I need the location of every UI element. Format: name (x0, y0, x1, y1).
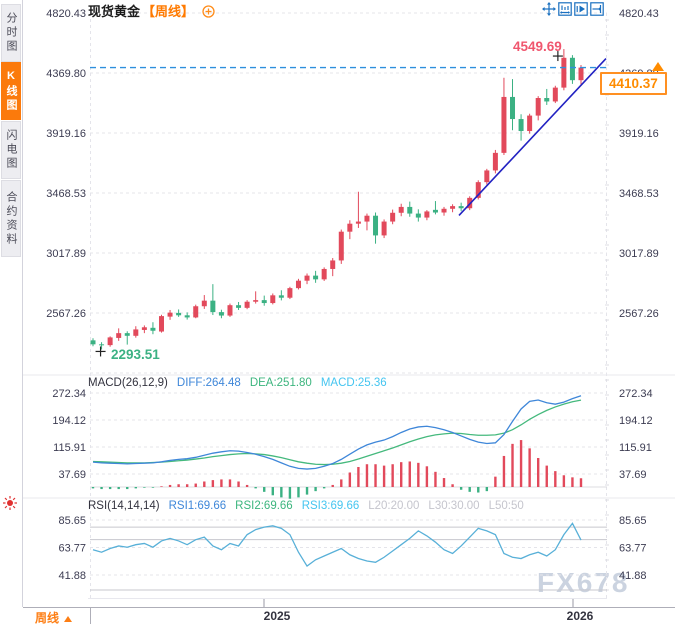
svg-text:3468.53: 3468.53 (46, 188, 86, 200)
chart-title: 现货黄金 【周线】 (88, 1, 215, 21)
chart-toolbar (542, 2, 604, 16)
rsi-line (92, 522, 582, 568)
x-axis-year-2025: 2025 (263, 609, 291, 623)
trendline (458, 58, 607, 216)
rsi-header: RSI(14,14,14) RSI1:69.66 RSI2:69.66 RSI3:69… (88, 500, 533, 512)
macd-pane (91, 395, 583, 499)
sidebar-tab-lightning-chart[interactable]: 闪电图 (1, 121, 21, 179)
rsi1-value: RSI1:69.66 (168, 500, 227, 512)
rsi-name: RSI(14,14,14) (88, 500, 160, 512)
svg-text:85.65: 85.65 (619, 515, 647, 527)
svg-text:272.34: 272.34 (52, 388, 86, 400)
x-axis-year-2026: 2026 (566, 609, 594, 623)
dea-line (92, 399, 582, 466)
svg-text:37.69: 37.69 (58, 469, 86, 481)
svg-text:3468.53: 3468.53 (619, 188, 659, 200)
price-up-arrow-icon (652, 62, 664, 71)
svg-text:4820.43: 4820.43 (46, 8, 86, 20)
macd-hist-value: MACD:25.36 (320, 377, 387, 389)
period-selector-label: 周线 (35, 611, 60, 624)
macd-header: MACD(26,12,9) DIFF:264.48 DEA:251.80 MACD:2… (88, 377, 396, 389)
grid-layer: 4820.434820.434369.804369.803919.163919.… (46, 8, 659, 598)
svg-text:2567.26: 2567.26 (619, 308, 659, 320)
rsi3-value: RSI3:69.66 (301, 500, 360, 512)
diff-line (92, 395, 582, 470)
pane-separators (23, 374, 675, 624)
rsi-l30-value: L30:30.00 (428, 500, 480, 512)
candles-layer (90, 49, 584, 350)
svg-text:85.65: 85.65 (58, 515, 86, 527)
svg-text:4820.43: 4820.43 (619, 8, 659, 20)
svg-text:3919.16: 3919.16 (619, 128, 659, 140)
overlay-layer (90, 51, 607, 357)
period-selector[interactable]: 周线 (35, 609, 73, 624)
period-tag[interactable]: 【周线】 (142, 4, 195, 19)
chevron-up-icon (64, 616, 73, 622)
sidebar-tab-kline-chart[interactable]: K线图 (1, 62, 21, 120)
live-alert-icon[interactable] (2, 495, 18, 516)
watermark: FX678 (537, 567, 630, 598)
svg-text:194.12: 194.12 (619, 415, 653, 427)
svg-text:3017.89: 3017.89 (619, 248, 659, 260)
svg-text:63.77: 63.77 (619, 543, 647, 555)
sidebar-tab-time-chart[interactable]: 分时图 (1, 4, 21, 62)
svg-text:115.91: 115.91 (619, 442, 652, 454)
svg-text:272.34: 272.34 (619, 388, 653, 400)
macd-dea-value: DEA:251.80 (249, 377, 312, 389)
sidebar: 分时图 K线图 闪电图 合约资料 (0, 0, 23, 607)
macd-name: MACD(26,12,9) (88, 377, 168, 389)
svg-text:194.12: 194.12 (52, 415, 86, 427)
add-indicator-icon[interactable] (202, 5, 215, 21)
svg-text:3919.16: 3919.16 (46, 128, 86, 140)
svg-text:115.91: 115.91 (53, 442, 86, 454)
svg-text:41.88: 41.88 (619, 570, 647, 582)
low-price-annotation: 2293.51 (111, 347, 160, 362)
symbol-name: 现货黄金 (88, 4, 141, 19)
rsi2-value: RSI2:69.66 (235, 500, 293, 512)
svg-text:3017.89: 3017.89 (46, 248, 86, 260)
svg-text:2567.26: 2567.26 (46, 308, 86, 320)
playback-tool-icon[interactable] (574, 2, 588, 16)
pan-tool-icon[interactable] (542, 2, 556, 16)
rsi-l20-value: L20:20.00 (368, 500, 420, 512)
svg-text:4369.80: 4369.80 (46, 68, 86, 80)
svg-text:37.69: 37.69 (619, 469, 647, 481)
last-price-tag: 4410.37 (600, 72, 667, 95)
sidebar-tab-contract-info[interactable]: 合约资料 (1, 180, 21, 257)
macd-diff-value: DIFF:264.48 (176, 377, 241, 389)
range-tool-icon[interactable] (558, 2, 572, 16)
rsi-pane (92, 522, 582, 568)
svg-text:63.77: 63.77 (58, 543, 86, 555)
exit-tool-icon[interactable] (590, 2, 604, 16)
high-price-annotation: 4549.69 (513, 39, 562, 54)
rsi-l50-value: L50:50 (488, 500, 524, 512)
svg-text:41.88: 41.88 (58, 570, 86, 582)
